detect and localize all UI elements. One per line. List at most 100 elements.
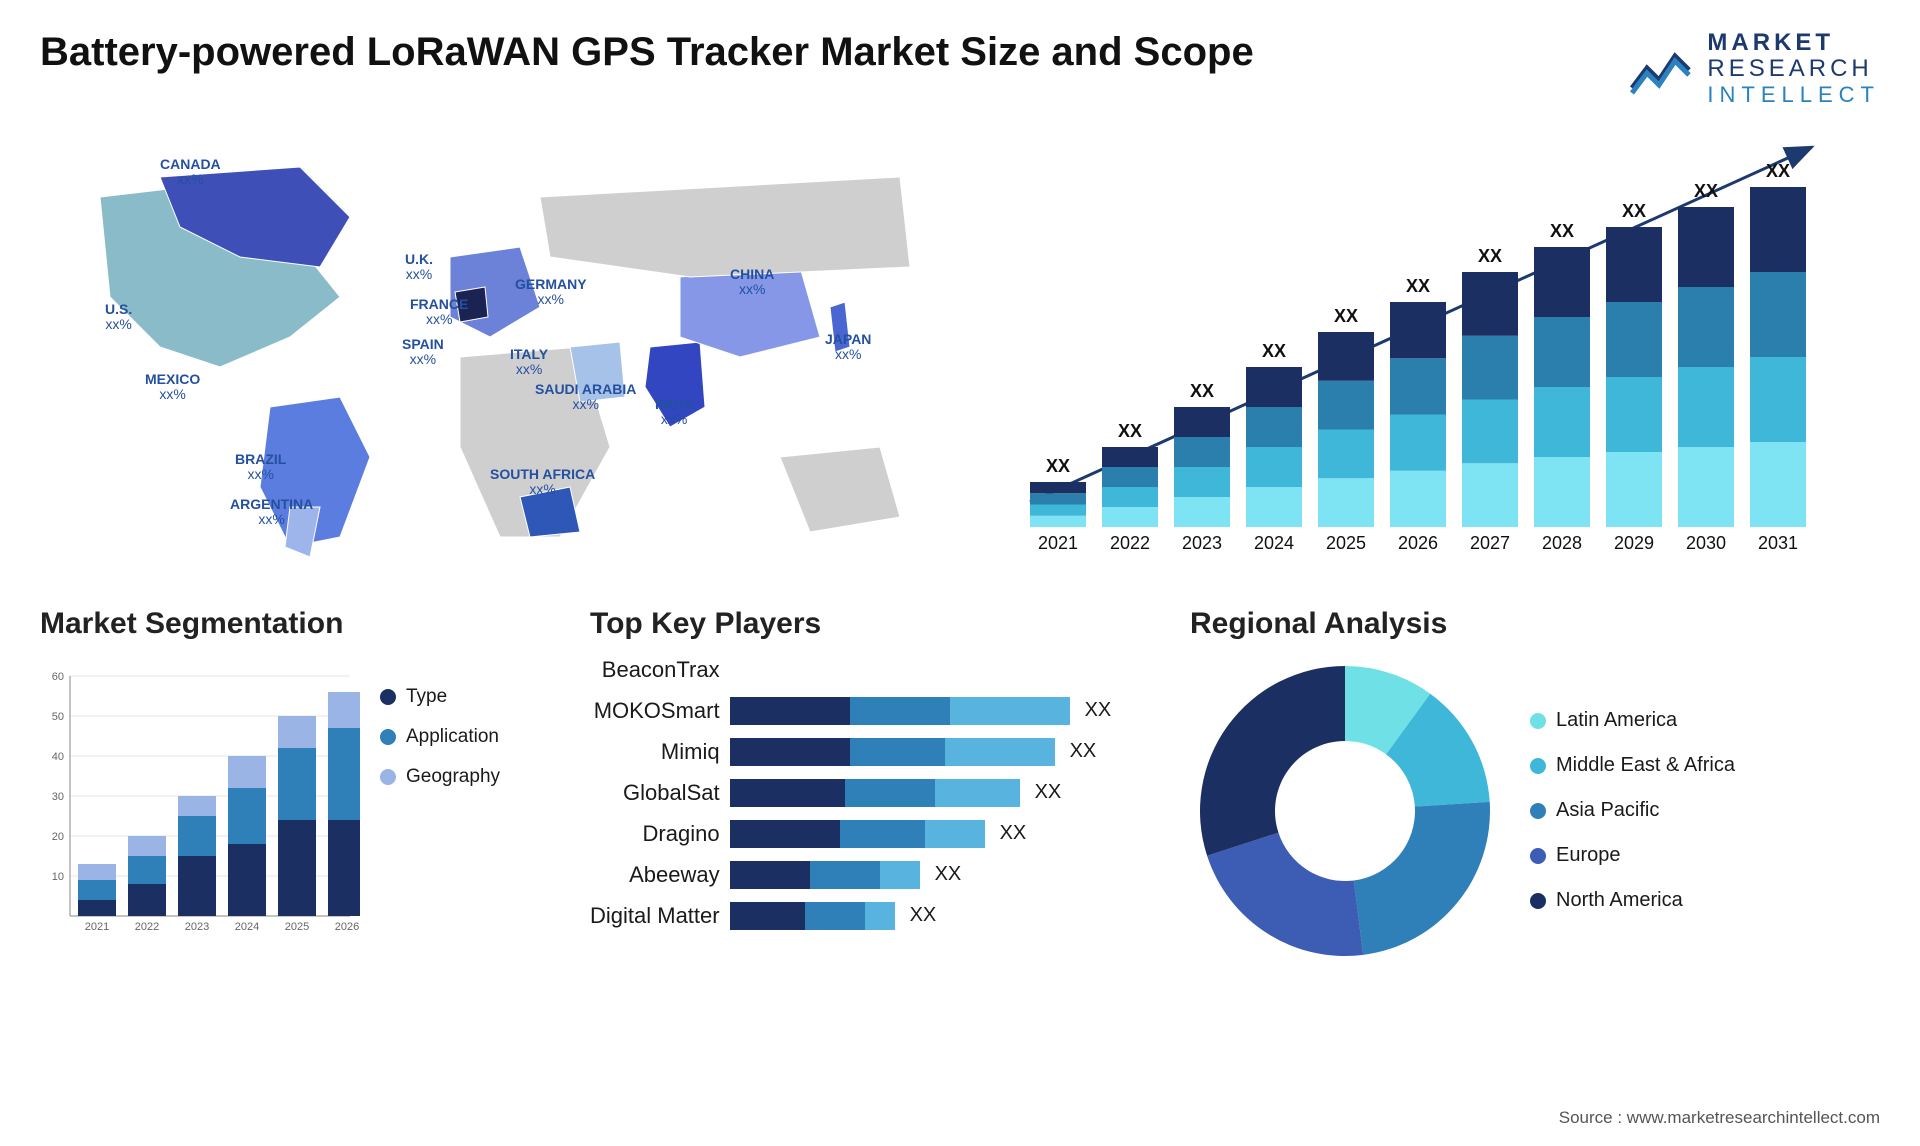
country-label: SOUTH AFRICAxx% <box>490 467 595 498</box>
svg-text:XX: XX <box>1550 221 1574 241</box>
legend-item: North America <box>1530 889 1735 912</box>
country-label: FRANCExx% <box>410 297 468 328</box>
player-bar-row: XX <box>730 820 1112 848</box>
svg-text:2021: 2021 <box>1038 533 1078 553</box>
player-bar-row: XX <box>730 697 1112 725</box>
country-label: ITALYxx% <box>510 347 548 378</box>
regional-legend: Latin America Middle East & Africa Asia Pa… <box>1530 709 1735 912</box>
player-value: XX <box>1035 781 1062 804</box>
svg-text:2025: 2025 <box>1326 533 1366 553</box>
logo-line3: INTELLECT <box>1707 83 1880 107</box>
regional-panel: Regional Analysis Latin America Middle Ea… <box>1190 607 1880 966</box>
regional-title: Regional Analysis <box>1190 607 1880 641</box>
svg-text:XX: XX <box>1046 456 1070 476</box>
svg-text:20: 20 <box>52 831 64 843</box>
player-name: Mimiq <box>661 738 720 766</box>
main-bar-chart: XX 2021 XX 2022 XX 2023 XX 2024 XX 2025 XX 2026 XX 20… <box>980 137 1880 567</box>
svg-text:2027: 2027 <box>1470 533 1510 553</box>
player-name: Digital Matter <box>590 902 720 930</box>
source-attribution: Source : www.marketresearchintellect.com <box>1559 1108 1880 1128</box>
country-label: SPAINxx% <box>402 337 444 368</box>
player-name: GlobalSat <box>623 779 720 807</box>
key-players-labels: BeaconTrax MOKOSmart Mimiq GlobalSat Dragino… <box>590 656 720 930</box>
country-label: JAPANxx% <box>825 332 871 363</box>
donut-svg <box>1190 656 1500 966</box>
top-row: CANADAxx% U.S.xx% MEXICOxx% BRAZILxx% ARGENT… <box>40 137 1880 567</box>
player-value: XX <box>1000 822 1027 845</box>
key-players-panel: Top Key Players BeaconTrax MOKOSmart Mimiq… <box>590 607 1160 966</box>
svg-text:XX: XX <box>1118 421 1142 441</box>
logo-icon <box>1627 38 1697 98</box>
country-label: INDIAxx% <box>655 397 693 428</box>
player-name: BeaconTrax <box>602 656 720 684</box>
svg-text:XX: XX <box>1334 306 1358 326</box>
legend-item: Latin America <box>1530 709 1735 732</box>
segmentation-chart: 102030405060202120222023202420252026 <box>40 656 360 936</box>
svg-text:2028: 2028 <box>1542 533 1582 553</box>
player-bar-row: XX <box>730 902 1112 930</box>
player-value: XX <box>1070 740 1097 763</box>
svg-text:2031: 2031 <box>1758 533 1798 553</box>
svg-text:XX: XX <box>1406 276 1430 296</box>
header: Battery-powered LoRaWAN GPS Tracker Mark… <box>40 30 1880 107</box>
player-value: XX <box>910 904 937 927</box>
svg-text:2023: 2023 <box>185 921 209 933</box>
brand-logo: MARKET RESEARCH INTELLECT <box>1627 30 1880 107</box>
svg-text:XX: XX <box>1478 246 1502 266</box>
player-bar-row: XX <box>730 738 1112 766</box>
country-label: SAUDI ARABIAxx% <box>535 382 636 413</box>
svg-text:2022: 2022 <box>135 921 159 933</box>
legend-item: Application <box>380 726 500 748</box>
player-value: XX <box>935 863 962 886</box>
legend-item: Type <box>380 686 500 708</box>
svg-text:XX: XX <box>1622 201 1646 221</box>
key-players-title: Top Key Players <box>590 607 1160 641</box>
svg-text:XX: XX <box>1262 341 1286 361</box>
player-name: Dragino <box>643 820 720 848</box>
player-bar-row: XX <box>730 779 1112 807</box>
legend-item: Middle East & Africa <box>1530 754 1735 777</box>
page-title: Battery-powered LoRaWAN GPS Tracker Mark… <box>40 30 1254 75</box>
svg-text:2029: 2029 <box>1614 533 1654 553</box>
svg-text:2026: 2026 <box>1398 533 1438 553</box>
country-label: ARGENTINAxx% <box>230 497 313 528</box>
legend-item: Asia Pacific <box>1530 799 1735 822</box>
svg-text:XX: XX <box>1766 161 1790 181</box>
svg-text:2030: 2030 <box>1686 533 1726 553</box>
main-bar-svg: XX 2021 XX 2022 XX 2023 XX 2024 XX 2025 XX 2026 XX 20… <box>980 137 1880 567</box>
svg-text:30: 30 <box>52 791 64 803</box>
country-label: BRAZILxx% <box>235 452 286 483</box>
bottom-row: Market Segmentation 10203040506020212022… <box>40 607 1880 966</box>
svg-text:2025: 2025 <box>285 921 309 933</box>
segmentation-title: Market Segmentation <box>40 607 560 641</box>
svg-text:2026: 2026 <box>335 921 359 933</box>
player-value: XX <box>1085 699 1112 722</box>
player-bar-row: XX <box>730 861 1112 889</box>
svg-text:40: 40 <box>52 751 64 763</box>
svg-text:2021: 2021 <box>85 921 109 933</box>
logo-line1: MARKET <box>1707 30 1880 56</box>
svg-text:2024: 2024 <box>235 921 259 933</box>
country-label: CHINAxx% <box>730 267 774 298</box>
svg-text:2023: 2023 <box>1182 533 1222 553</box>
player-name: MOKOSmart <box>594 697 720 725</box>
country-label: U.S.xx% <box>105 302 132 333</box>
country-label: U.K.xx% <box>405 252 433 283</box>
segmentation-legend: Type Application Geography <box>380 656 500 936</box>
legend-item: Europe <box>1530 844 1735 867</box>
logo-line2: RESEARCH <box>1707 56 1880 82</box>
svg-text:60: 60 <box>52 671 64 683</box>
svg-text:XX: XX <box>1190 381 1214 401</box>
player-name: Abeeway <box>629 861 720 889</box>
key-players-bars: XX XX XX XX XX XX <box>730 656 1112 930</box>
svg-text:2022: 2022 <box>1110 533 1150 553</box>
svg-text:2024: 2024 <box>1254 533 1294 553</box>
legend-item: Geography <box>380 766 500 788</box>
country-label: CANADAxx% <box>160 157 221 188</box>
world-map: CANADAxx% U.S.xx% MEXICOxx% BRAZILxx% ARGENT… <box>40 137 940 567</box>
country-label: MEXICOxx% <box>145 372 200 403</box>
map-svg <box>40 137 940 567</box>
player-bar-row <box>730 656 1112 684</box>
segmentation-panel: Market Segmentation 10203040506020212022… <box>40 607 560 966</box>
svg-text:10: 10 <box>52 871 64 883</box>
